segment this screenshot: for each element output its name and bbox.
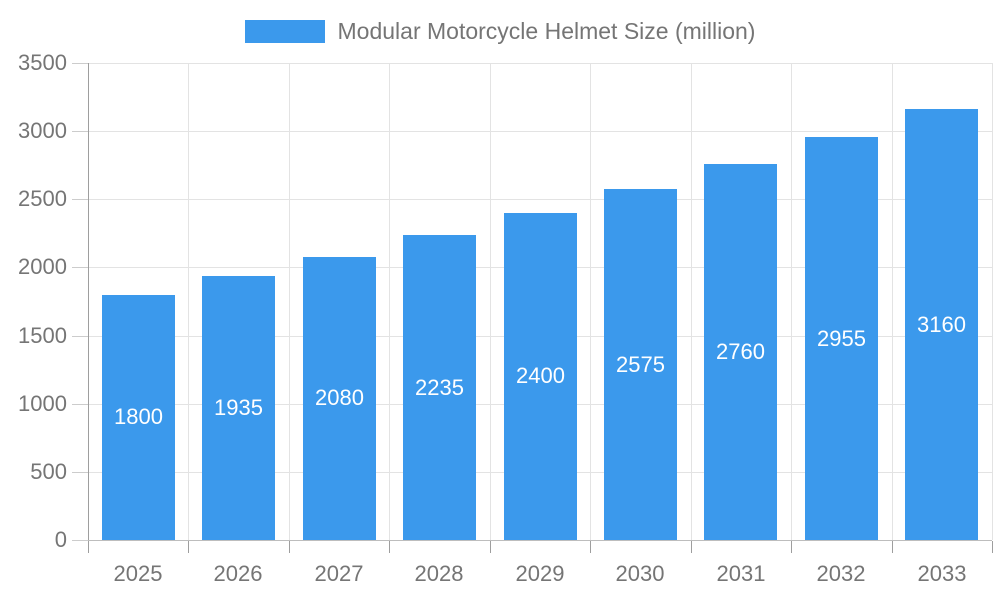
- x-axis-tick: [289, 541, 290, 553]
- x-axis-tick-label: 2028: [414, 561, 464, 586]
- y-axis-tick: [72, 472, 88, 473]
- bar-value-label: 2080: [315, 385, 364, 410]
- x-axis-line: [88, 540, 992, 541]
- bar-value-label: 2235: [415, 375, 464, 400]
- x-axis-tick: [691, 541, 692, 553]
- legend-label[interactable]: Modular Motorcycle Helmet Size (million): [337, 18, 756, 44]
- y-axis-tick: [72, 404, 88, 405]
- x-axis-tick-label: 2030: [615, 561, 665, 586]
- y-axis-tick-label: 500: [30, 459, 67, 484]
- x-axis-tick: [791, 541, 792, 553]
- y-axis-tick: [72, 199, 88, 200]
- v-gridline: [590, 63, 591, 540]
- bar-2026[interactable]: [202, 276, 275, 540]
- y-axis-tick-label: 1000: [18, 391, 67, 416]
- y-axis-tick: [72, 131, 88, 132]
- v-gridline: [188, 63, 189, 540]
- x-axis-tick: [389, 541, 390, 553]
- bar-value-label: 1935: [214, 395, 263, 420]
- y-axis-tick: [72, 267, 88, 268]
- bar-2029[interactable]: [504, 213, 577, 540]
- y-axis-tick-label: 2000: [18, 254, 67, 279]
- x-axis-tick-label: 2032: [816, 561, 866, 586]
- x-axis-tick-label: 2026: [213, 561, 263, 586]
- bar-2032[interactable]: [805, 137, 878, 540]
- bar-2033[interactable]: [905, 109, 978, 540]
- bar-value-label: 2760: [716, 339, 765, 364]
- x-axis-tick-label: 2027: [314, 561, 364, 586]
- x-axis-tick: [992, 541, 993, 553]
- h-gridline: [88, 199, 992, 200]
- bar-2027[interactable]: [303, 257, 376, 540]
- x-axis-tick-label: 2025: [113, 561, 163, 586]
- h-gridline: [88, 131, 992, 132]
- y-axis-tick: [72, 336, 88, 337]
- bar-2031[interactable]: [704, 164, 777, 540]
- bar-value-label: 2575: [616, 352, 665, 377]
- v-gridline: [791, 63, 792, 540]
- legend: Modular Motorcycle Helmet Size (million): [0, 18, 1000, 45]
- y-axis-line: [88, 63, 89, 553]
- bar-value-label: 3160: [917, 312, 966, 337]
- bar-value-label: 1800: [114, 404, 163, 429]
- bar-2030[interactable]: [604, 189, 677, 540]
- y-axis-tick-label: 0: [54, 527, 67, 552]
- x-axis-tick-label: 2033: [917, 561, 967, 586]
- y-axis-tick: [72, 63, 88, 64]
- h-gridline: [88, 63, 992, 64]
- v-gridline: [490, 63, 491, 540]
- v-gridline: [992, 63, 993, 540]
- x-axis-tick: [590, 541, 591, 553]
- v-gridline: [389, 63, 390, 540]
- v-gridline: [691, 63, 692, 540]
- y-axis-tick-label: 2500: [18, 186, 67, 211]
- x-axis-tick: [490, 541, 491, 553]
- bar-value-label: 2400: [516, 363, 565, 388]
- legend-swatch[interactable]: [244, 20, 325, 43]
- x-axis-tick: [892, 541, 893, 553]
- y-axis-tick-label: 3500: [18, 50, 67, 75]
- v-gridline: [892, 63, 893, 540]
- x-axis-tick-label: 2031: [716, 561, 766, 586]
- bar-2028[interactable]: [403, 235, 476, 540]
- x-axis-tick: [188, 541, 189, 553]
- x-axis-tick-label: 2029: [515, 561, 565, 586]
- y-axis-tick: [72, 540, 88, 541]
- y-axis-tick-label: 3000: [18, 118, 67, 143]
- bar-2025[interactable]: [102, 295, 175, 540]
- x-axis-tick: [88, 541, 89, 553]
- v-gridline: [289, 63, 290, 540]
- y-axis-tick-label: 1500: [18, 323, 67, 348]
- bar-value-label: 2955: [817, 326, 866, 351]
